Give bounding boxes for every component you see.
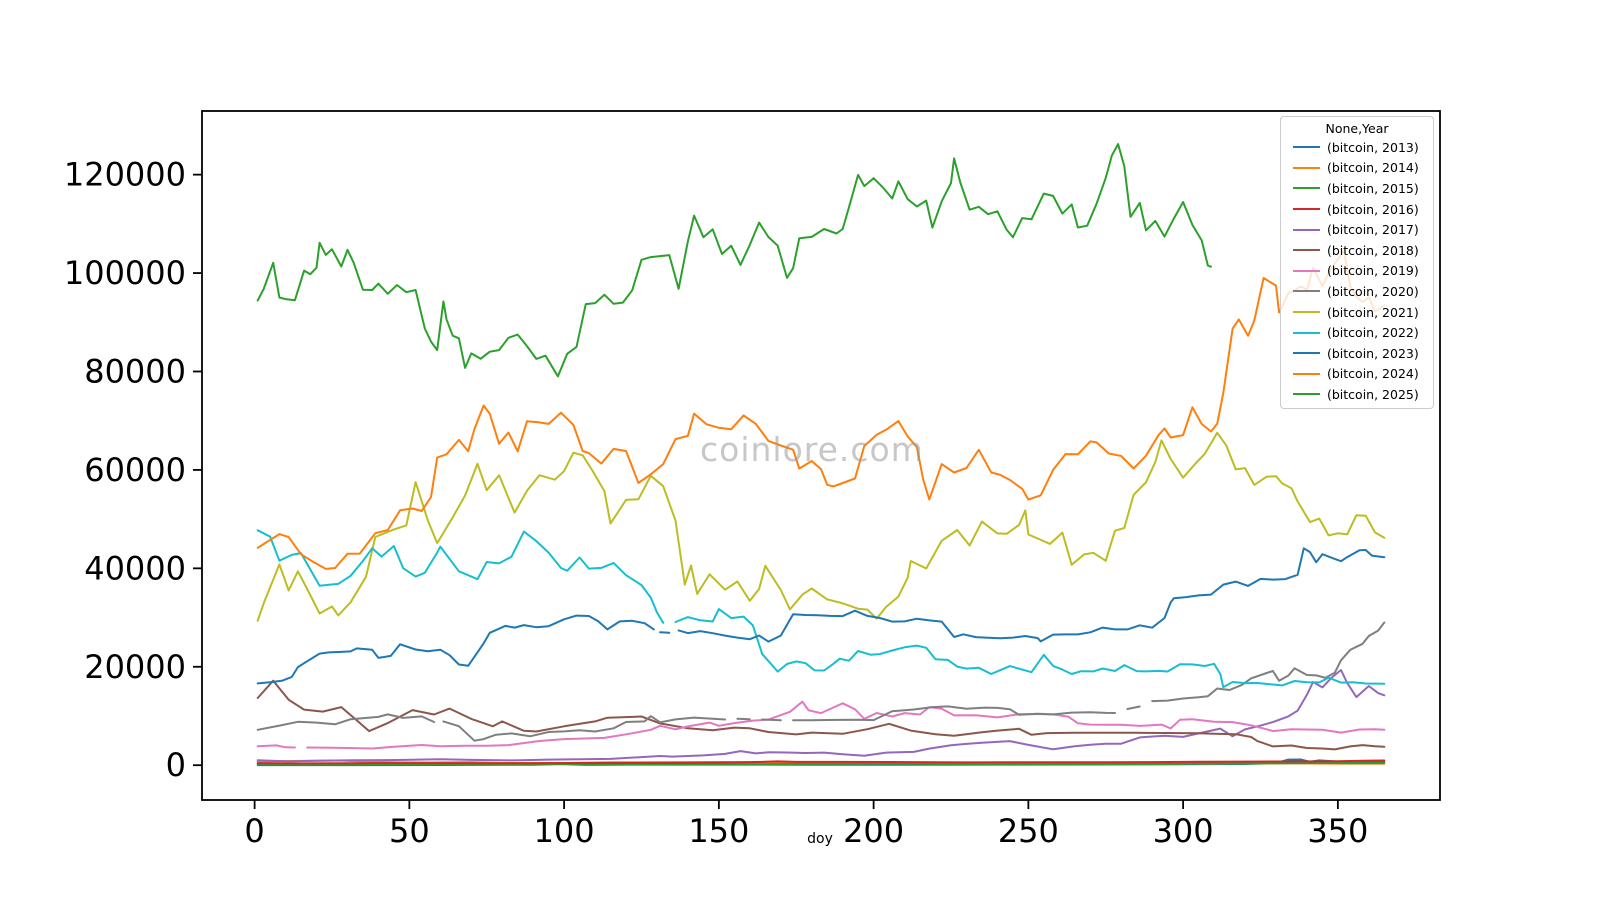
legend-entry: (bitcoin, 2022) xyxy=(1287,322,1427,343)
series-line xyxy=(677,547,1386,643)
legend-box: None,Year (bitcoin, 2013) (bitcoin, 2014)… xyxy=(1280,116,1434,409)
series-line xyxy=(306,700,1386,750)
legend-entry-label: (bitcoin, 2013) xyxy=(1327,139,1419,155)
y-tick-label: 120000 xyxy=(64,156,186,194)
legend-entry-label: (bitcoin, 2018) xyxy=(1327,242,1419,258)
series-line xyxy=(256,529,665,624)
x-tick-label: 200 xyxy=(843,812,904,850)
x-tick-label: 250 xyxy=(998,812,1059,850)
legend-entry: (bitcoin, 2016) xyxy=(1287,199,1427,220)
legend-entry-label: (bitcoin, 2020) xyxy=(1327,283,1419,299)
legend-entry: (bitcoin, 2017) xyxy=(1287,219,1427,240)
legend-entry-label: (bitcoin, 2022) xyxy=(1327,325,1419,341)
legend-line-swatch xyxy=(1293,208,1320,211)
series-line xyxy=(256,679,1386,751)
legend-line-swatch xyxy=(1293,352,1320,355)
legend-entry: (bitcoin, 2019) xyxy=(1287,261,1427,282)
legend-entry: (bitcoin, 2020) xyxy=(1287,281,1427,302)
y-tick-label: 60000 xyxy=(84,451,186,489)
legend-entry-label: (bitcoin, 2016) xyxy=(1327,201,1419,217)
y-tick-label: 80000 xyxy=(84,352,186,390)
legend-entry-label: (bitcoin, 2014) xyxy=(1327,160,1419,176)
legend-entry-label: (bitcoin, 2021) xyxy=(1327,304,1419,320)
series-line xyxy=(256,669,1386,763)
legend-line-swatch xyxy=(1293,331,1320,334)
y-tick-label: 0 xyxy=(166,746,186,784)
series-line xyxy=(1151,621,1386,703)
legend-entry-label: (bitcoin, 2023) xyxy=(1327,345,1419,361)
watermark: coinlore.com xyxy=(700,430,924,469)
x-axis-label: doy xyxy=(807,831,833,847)
x-tick-label: 50 xyxy=(389,812,430,850)
series-line xyxy=(256,143,1212,378)
legend-entry-label: (bitcoin, 2025) xyxy=(1327,386,1419,402)
legend-entry: (bitcoin, 2024) xyxy=(1287,364,1427,385)
legend-entry: (bitcoin, 2021) xyxy=(1287,302,1427,323)
legend-entry-label: (bitcoin, 2019) xyxy=(1327,263,1419,279)
series-line xyxy=(256,744,296,749)
series-line xyxy=(256,614,655,685)
legend-line-swatch xyxy=(1293,372,1320,375)
y-tick-label: 40000 xyxy=(84,549,186,587)
x-tick-label: 100 xyxy=(534,812,595,850)
legend-line-swatch xyxy=(1293,269,1320,272)
legend-title: None,Year xyxy=(1325,121,1389,136)
legend-entry-label: (bitcoin, 2017) xyxy=(1327,222,1419,238)
series-line xyxy=(256,250,1386,570)
series-line xyxy=(761,718,782,722)
series-line xyxy=(792,705,1116,722)
series-line xyxy=(256,431,1386,622)
series-line xyxy=(256,713,436,731)
y-tick-label: 100000 xyxy=(64,254,186,292)
x-tick-label: 350 xyxy=(1307,812,1368,850)
legend-entry: (bitcoin, 2014) xyxy=(1287,158,1427,179)
legend-line-swatch xyxy=(1293,393,1320,396)
legend-line-swatch xyxy=(1293,311,1320,314)
legend-entry-label: (bitcoin, 2015) xyxy=(1327,180,1419,196)
legend-entry: (bitcoin, 2013) xyxy=(1287,137,1427,158)
x-tick-label: 150 xyxy=(688,812,749,850)
legend-entry: (bitcoin, 2015) xyxy=(1287,178,1427,199)
legend-line-swatch xyxy=(1293,187,1320,190)
legend-line-swatch xyxy=(1293,166,1320,169)
legend-entry: (bitcoin, 2023) xyxy=(1287,343,1427,364)
legend-entry: (bitcoin, 2025) xyxy=(1287,384,1427,405)
legend-line-swatch xyxy=(1293,228,1320,231)
x-tick-label: 300 xyxy=(1153,812,1214,850)
legend-entry: (bitcoin, 2018) xyxy=(1287,240,1427,261)
series-line xyxy=(442,715,727,742)
legend-entry-label: (bitcoin, 2024) xyxy=(1327,366,1419,382)
axes-frame xyxy=(201,110,1441,801)
legend-line-swatch xyxy=(1293,290,1320,293)
series-line xyxy=(674,608,1386,689)
series-line xyxy=(256,759,1386,765)
legend-line-swatch xyxy=(1293,146,1320,149)
x-tick-label: 0 xyxy=(244,812,264,850)
legend-line-swatch xyxy=(1293,249,1320,252)
series-line xyxy=(1126,705,1141,710)
y-tick-label: 20000 xyxy=(84,648,186,686)
